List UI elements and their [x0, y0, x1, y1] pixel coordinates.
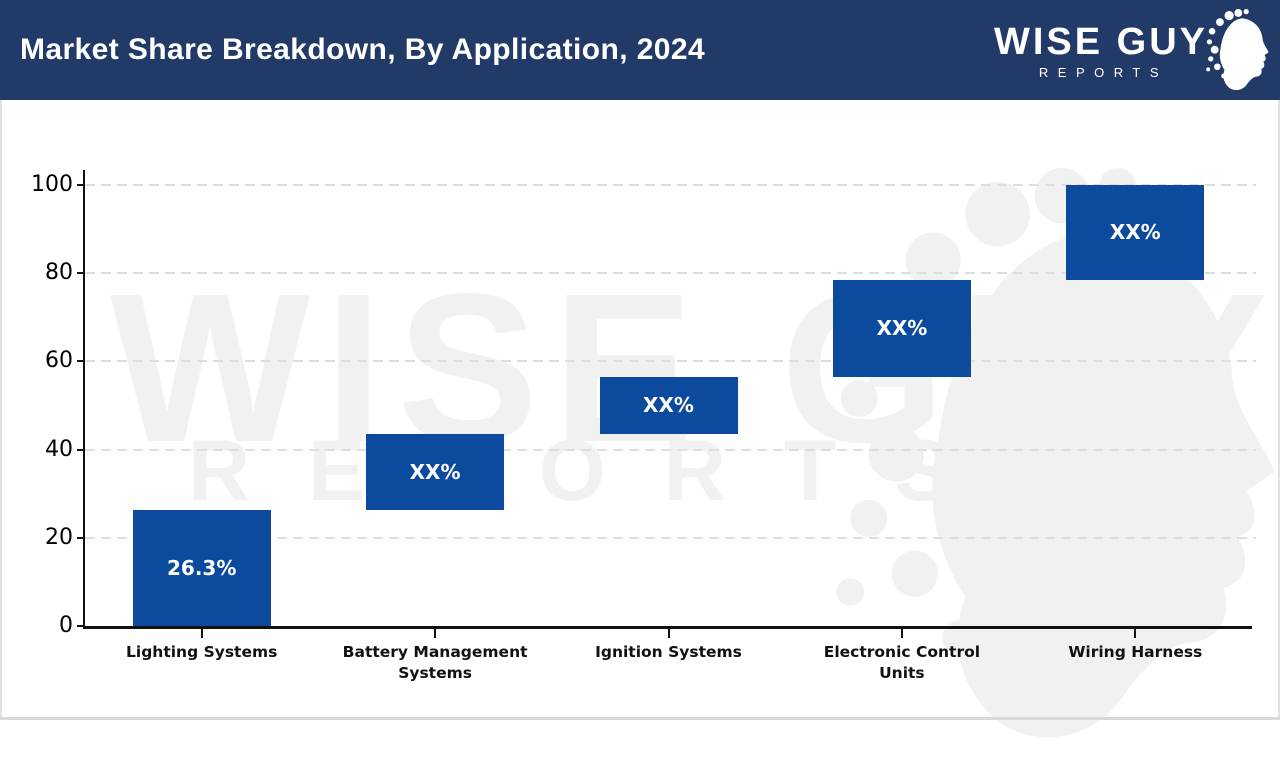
- gridline: [85, 536, 1256, 539]
- y-axis-line: [83, 170, 85, 629]
- x-axis-tick: [667, 629, 670, 638]
- y-tick-label: 0: [59, 613, 73, 638]
- y-axis-tick: [77, 448, 85, 451]
- watermark-subtitle: REPORTS: [188, 423, 1010, 519]
- bar-value-label: 26.3%: [166, 556, 237, 580]
- x-category-label: Electronic Control Units: [823, 643, 981, 682]
- bar-segment: XX%: [599, 376, 738, 435]
- logo-subtitle: REPORTS: [1038, 65, 1169, 80]
- bar-segment: XX%: [1066, 185, 1205, 280]
- bar-value-label: XX%: [409, 460, 461, 485]
- right-edge-line: [1278, 100, 1280, 720]
- y-tick-label: 20: [45, 524, 73, 550]
- bar-value-label: XX%: [643, 393, 694, 418]
- y-tick-label: 40: [45, 436, 73, 462]
- header-bar: Market Share Breakdown, By Application, …: [0, 0, 1280, 100]
- logo-text: WISE GUY REPORTS: [994, 23, 1208, 79]
- left-edge-line: [0, 100, 2, 720]
- x-category-label: Battery Management Systems: [342, 643, 528, 682]
- bar-segment: XX%: [832, 279, 971, 377]
- x-axis-tick: [900, 629, 903, 638]
- x-axis-line: [83, 626, 1252, 629]
- page-title: Market Share Breakdown, By Application, …: [20, 33, 706, 66]
- wise-guy-logo: WISE GUY REPORTS: [994, 8, 1270, 94]
- face-profile-icon: [1206, 9, 1269, 91]
- gridline: [85, 448, 1256, 451]
- y-tick-label: 80: [45, 260, 73, 286]
- x-category-label: Lighting Systems: [126, 643, 278, 661]
- bar-value-label: XX%: [1109, 220, 1161, 245]
- y-axis-tick: [77, 184, 85, 186]
- gridline: [85, 360, 1256, 363]
- plot-area: 0 20 40 60 80 100 Lighting Systems Battery Mana…: [0, 100, 1280, 720]
- y-tick-label: 60: [45, 348, 73, 374]
- y-axis-tick: [77, 625, 85, 627]
- y-axis-tick: [77, 360, 85, 363]
- bar-segment: XX%: [366, 434, 505, 510]
- x-category-label: Ignition Systems: [595, 643, 742, 661]
- bar-value-label: XX%: [876, 316, 928, 341]
- y-tick-label: 100: [31, 172, 73, 197]
- gridline: [85, 184, 1256, 186]
- logo-wordmark: WISE GUY: [993, 21, 1208, 63]
- bottom-edge-line: [0, 717, 1280, 720]
- x-axis-tick: [200, 629, 203, 638]
- x-category-label: Wiring Harness: [1068, 643, 1203, 661]
- y-axis-tick: [77, 272, 85, 275]
- bar-segment: 26.3%: [132, 510, 271, 626]
- watermark-face-icon: [836, 168, 1275, 738]
- x-axis-tick: [434, 629, 437, 638]
- y-axis-tick: [77, 536, 85, 539]
- gridline: [85, 272, 1256, 275]
- x-axis-tick: [1134, 629, 1137, 638]
